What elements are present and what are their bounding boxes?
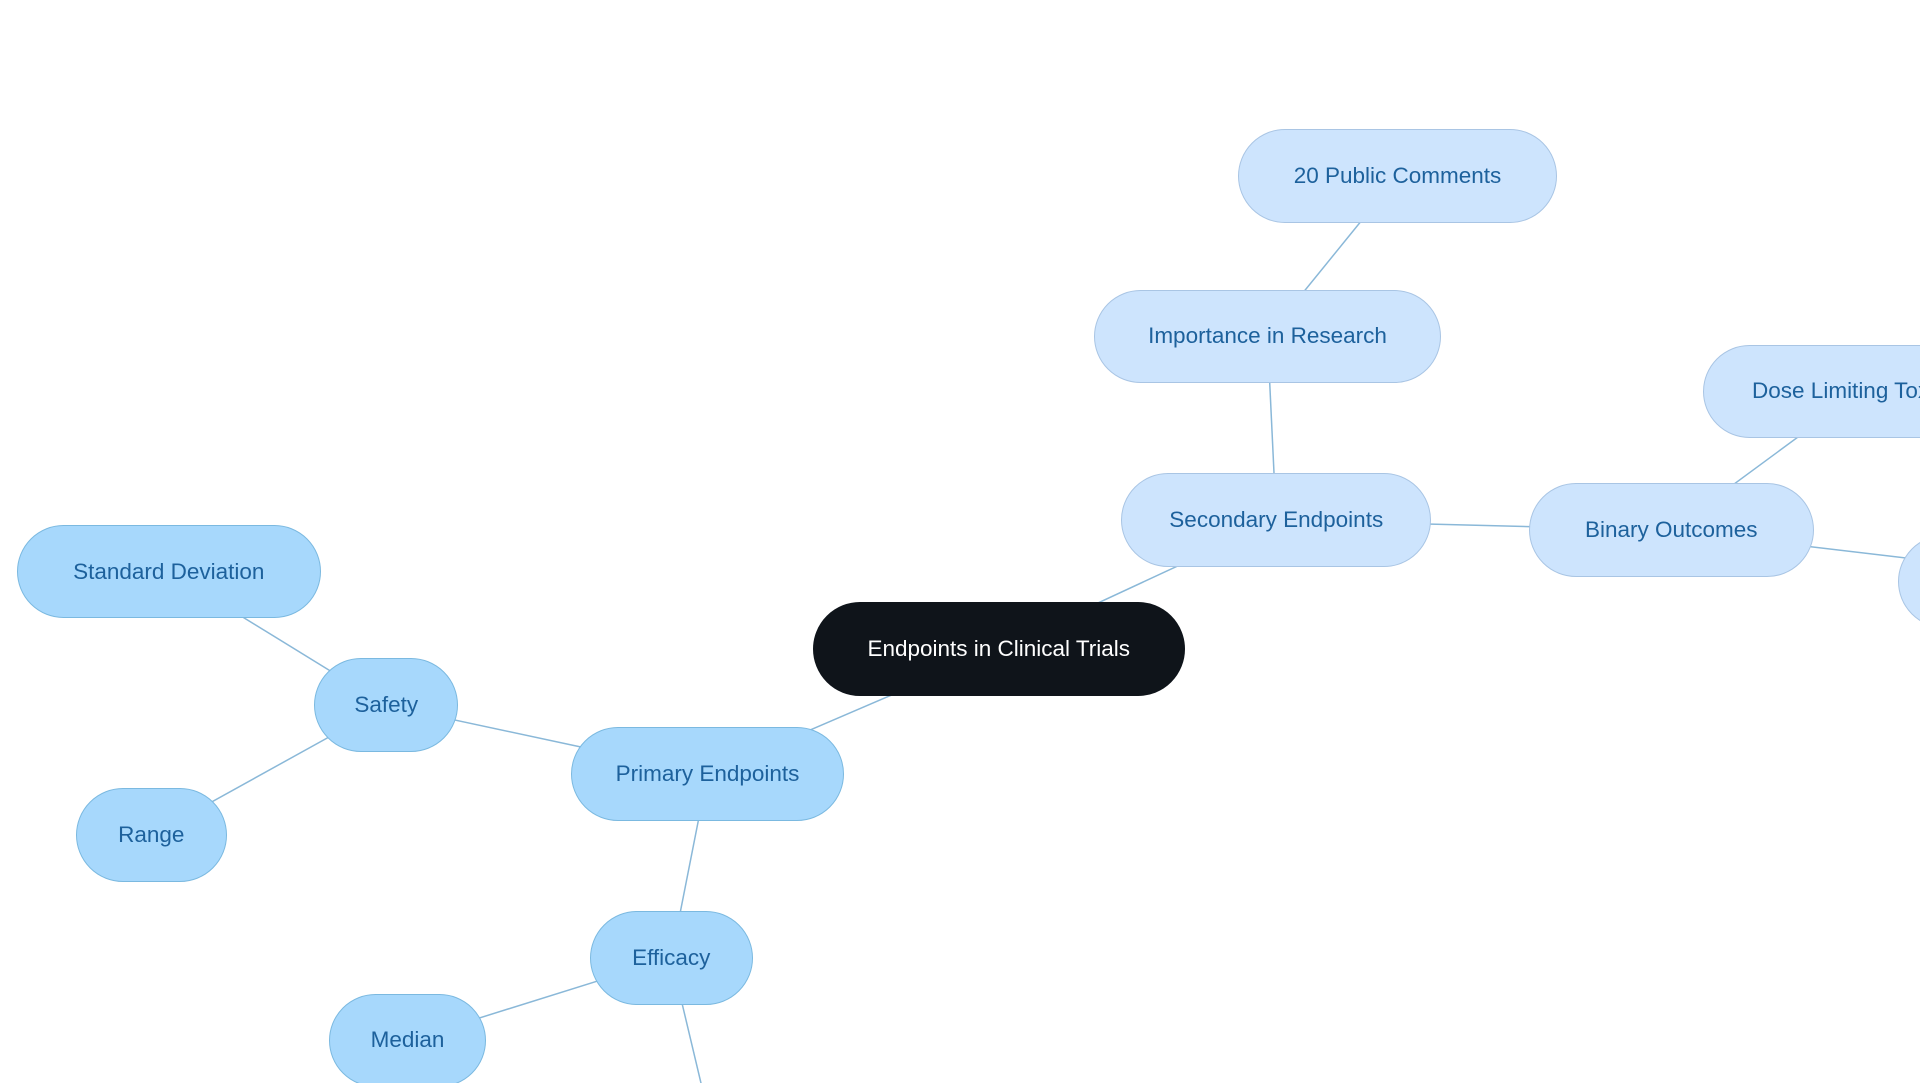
- node-label: Range: [118, 822, 184, 848]
- node-label: Secondary Endpoints: [1169, 507, 1383, 533]
- node-safety[interactable]: Safety: [314, 658, 458, 752]
- node-dose[interactable]: Dose Limiting Toxicity: [1703, 345, 1920, 439]
- node-prim[interactable]: Primary Endpoints: [571, 727, 844, 821]
- node-label: 20 Public Comments: [1294, 163, 1502, 189]
- node-label: Endpoints in Clinical Trials: [867, 636, 1130, 662]
- node-import[interactable]: Importance in Research: [1094, 290, 1442, 384]
- node-label: Dose Limiting Toxicity: [1752, 378, 1920, 404]
- node-label: Standard Deviation: [73, 559, 264, 585]
- node-binary[interactable]: Binary Outcomes: [1529, 483, 1814, 577]
- node-label: Safety: [354, 692, 418, 718]
- node-range[interactable]: Range: [76, 788, 227, 882]
- node-public[interactable]: 20 Public Comments: [1238, 129, 1557, 223]
- node-effic[interactable]: Efficacy: [590, 911, 753, 1005]
- node-sec[interactable]: Secondary Endpoints: [1121, 473, 1431, 567]
- node-label: Median: [371, 1027, 445, 1053]
- node-label: Importance in Research: [1148, 323, 1387, 349]
- node-root[interactable]: Endpoints in Clinical Trials: [813, 602, 1186, 696]
- node-label: Efficacy: [632, 945, 710, 971]
- node-median[interactable]: Median: [329, 994, 487, 1083]
- node-hemo[interactable]: Changes in Hemoglobin Levels: [1898, 535, 1920, 629]
- node-label: Primary Endpoints: [616, 761, 800, 787]
- node-label: Binary Outcomes: [1585, 517, 1758, 543]
- node-stddev[interactable]: Standard Deviation: [17, 525, 321, 619]
